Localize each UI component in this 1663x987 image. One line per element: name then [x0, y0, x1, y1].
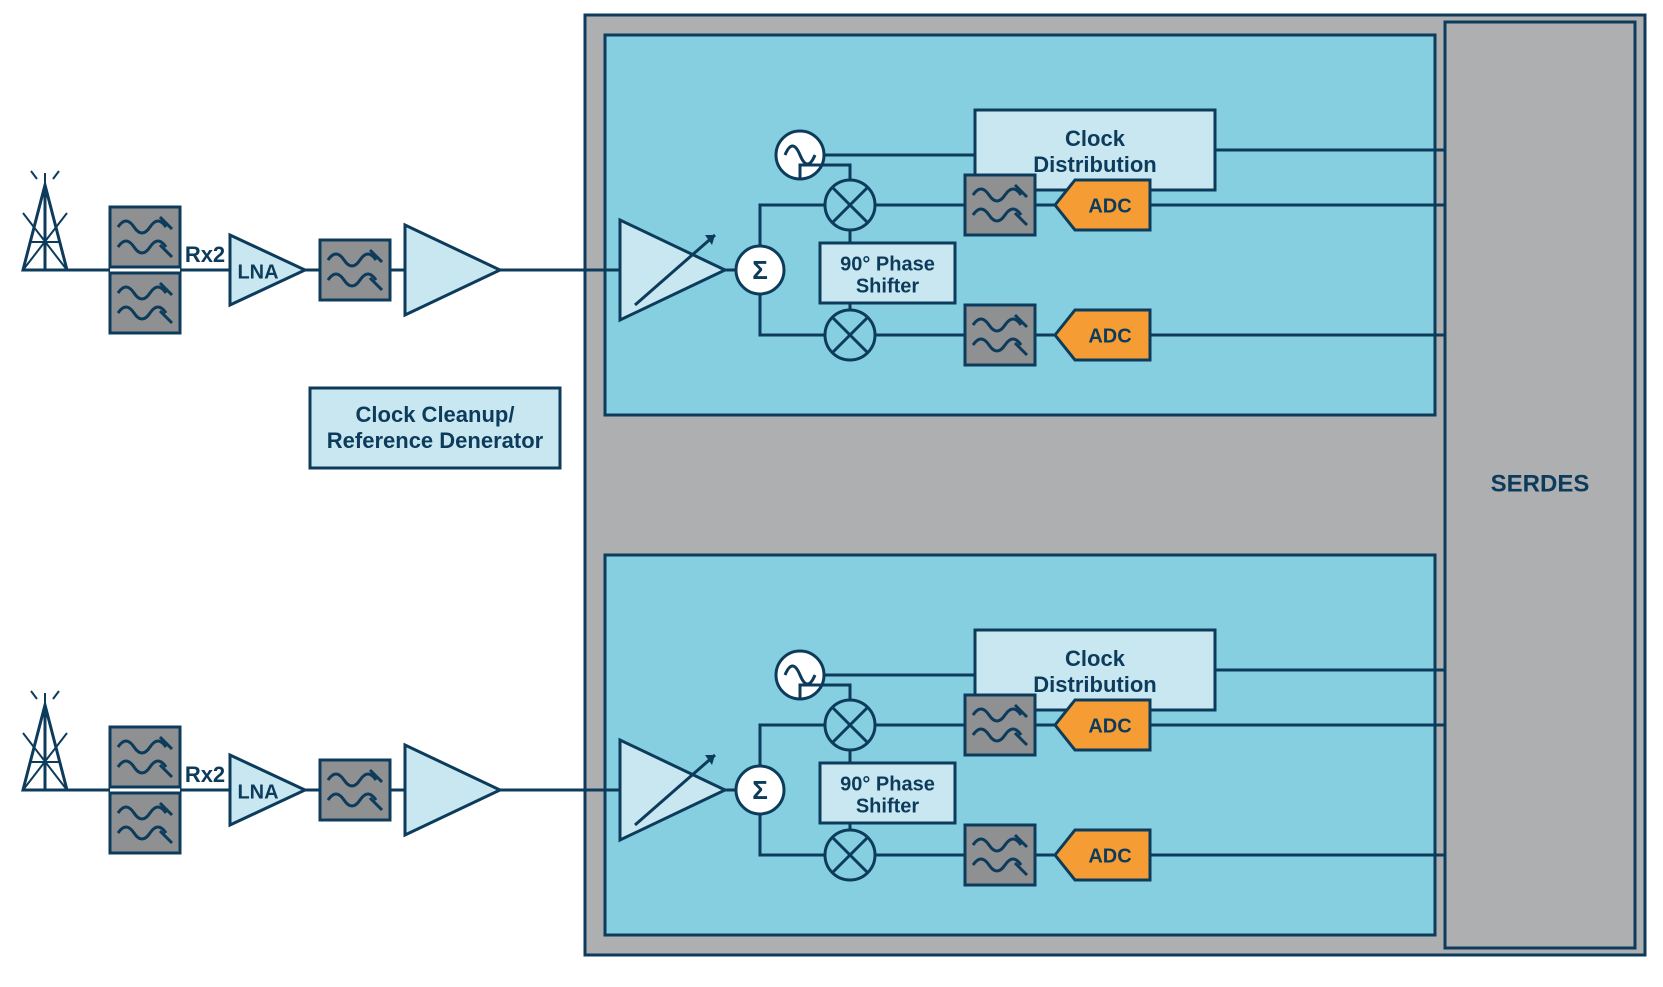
clock-cleanup-label-2: Reference Denerator — [327, 428, 544, 453]
lna-label: LNA — [237, 261, 278, 283]
clock-dist-label-2: Distribution — [1033, 672, 1156, 697]
amplifier — [405, 225, 500, 315]
clock-dist-label-2: Distribution — [1033, 152, 1156, 177]
clock-cleanup-label-1: Clock Cleanup/ — [356, 402, 515, 427]
mixer-i — [825, 180, 875, 230]
antenna-icon — [23, 171, 67, 270]
filter-icon — [110, 793, 180, 853]
filter-icon — [320, 760, 390, 820]
filter-icon — [965, 695, 1035, 755]
mixer-q — [825, 310, 875, 360]
adc-label: ADC — [1088, 845, 1131, 867]
rf-block-diagram: SERDES Clock Cleanup/Reference Denerator R… — [0, 0, 1663, 987]
antenna-icon — [23, 691, 67, 790]
rx-label: Rx2 — [185, 242, 225, 267]
amplifier — [405, 745, 500, 835]
lna-label: LNA — [237, 781, 278, 803]
clock-dist-label-1: Clock — [1065, 646, 1126, 671]
filter-icon — [110, 273, 180, 333]
serdes-label: SERDES — [1491, 470, 1590, 497]
filter-icon — [320, 240, 390, 300]
filter-icon — [965, 305, 1035, 365]
receiver-chain-1: Rx2 LNA Σ 90° PhaseShifter ClockDistribution… — [23, 35, 1445, 415]
filter-icon — [110, 207, 180, 267]
phase-shifter-label-2: Shifter — [856, 275, 920, 297]
filter-icon — [110, 727, 180, 787]
phase-shifter-label-2: Shifter — [856, 795, 920, 817]
rx-label: Rx2 — [185, 762, 225, 787]
adc-label: ADC — [1088, 715, 1131, 737]
adc-label: ADC — [1088, 325, 1131, 347]
adc-label: ADC — [1088, 195, 1131, 217]
mixer-i — [825, 700, 875, 750]
clock-dist-label-1: Clock — [1065, 126, 1126, 151]
filter-icon — [965, 175, 1035, 235]
phase-shifter-label-1: 90° Phase — [840, 253, 935, 275]
phase-shifter-label-1: 90° Phase — [840, 773, 935, 795]
filter-icon — [965, 825, 1035, 885]
mixer-q — [825, 830, 875, 880]
sigma-label: Σ — [752, 255, 768, 285]
receiver-chain-2: Rx2 LNA Σ 90° PhaseShifter ClockDistribution… — [23, 555, 1445, 935]
sigma-label: Σ — [752, 775, 768, 805]
